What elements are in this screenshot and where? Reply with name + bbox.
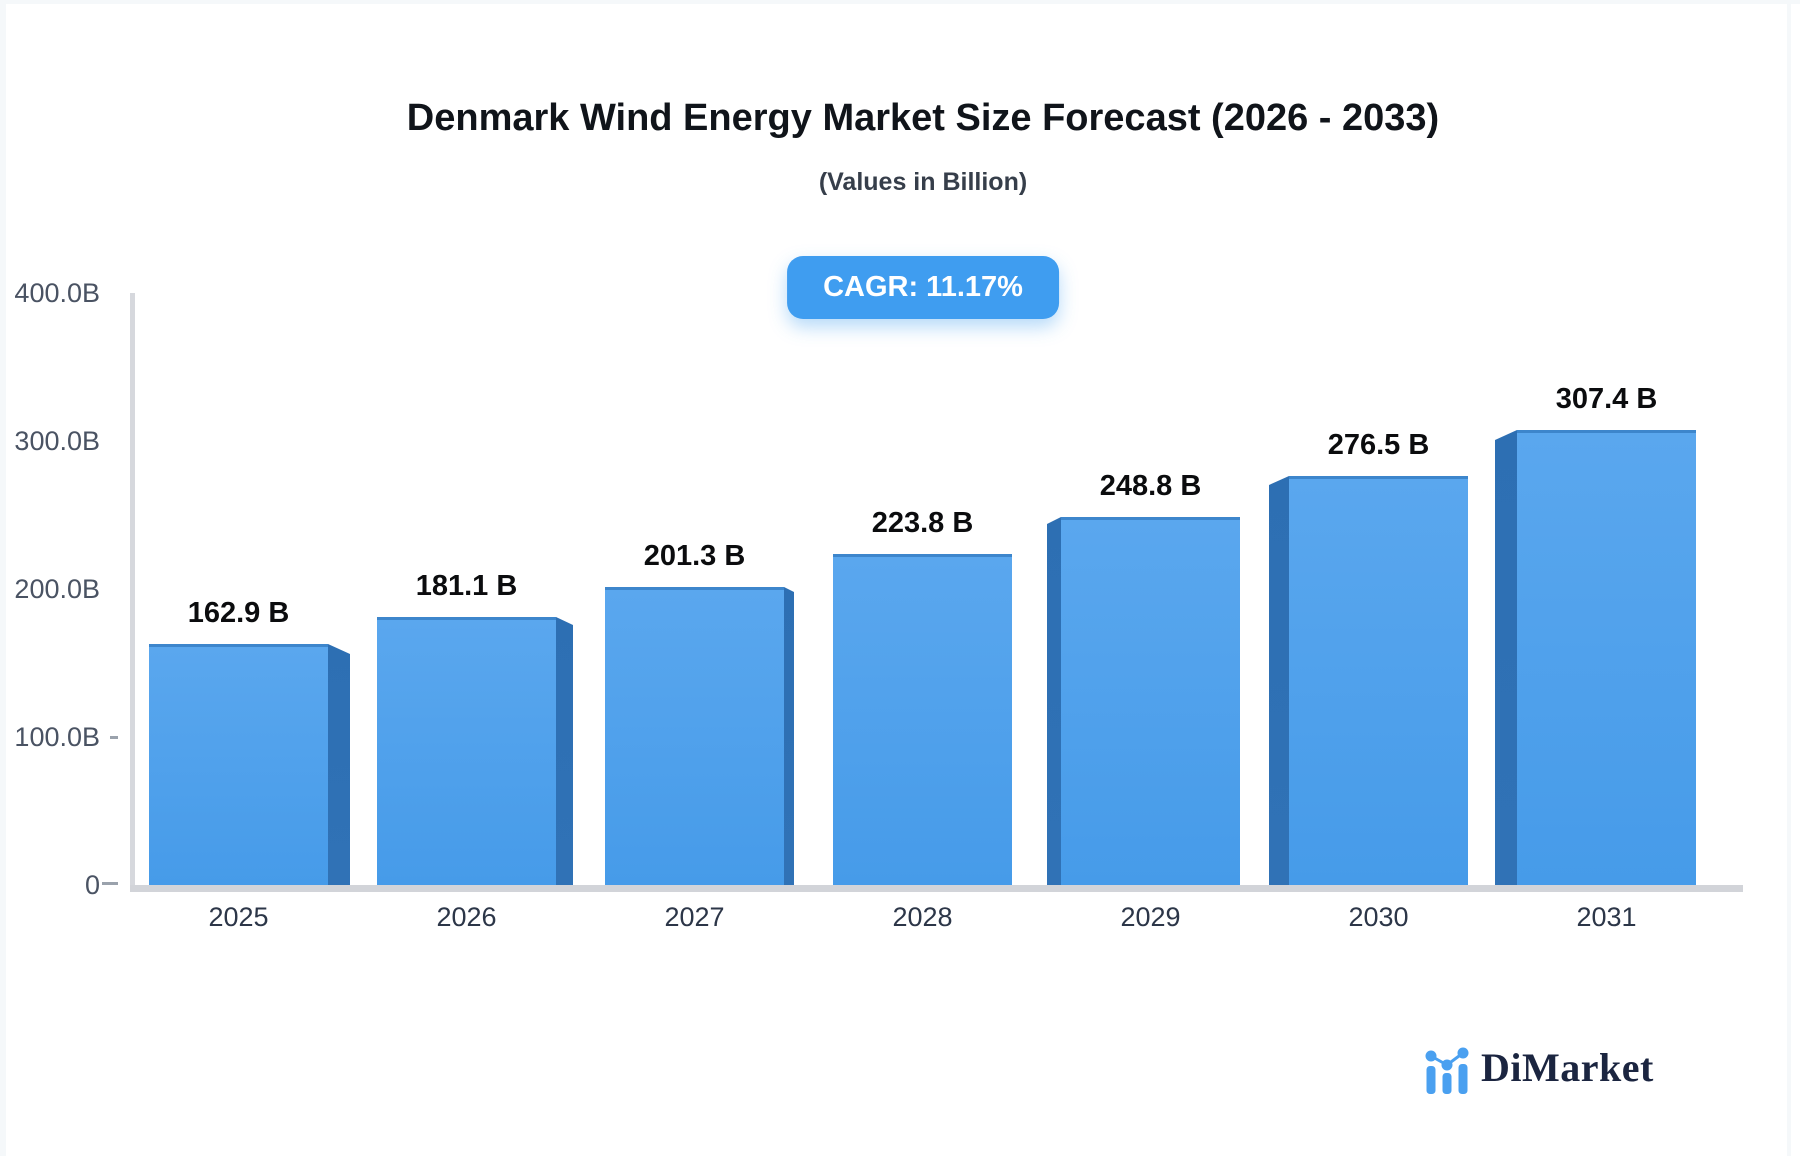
bar-front-face (149, 644, 328, 885)
bar-side-face (1047, 517, 1061, 885)
bar-front-face (1289, 476, 1468, 885)
bar-value-label: 201.3 B (643, 540, 746, 572)
tick-mark-0 (102, 882, 118, 885)
cagr-badge: CAGR: 11.17% (787, 256, 1059, 319)
bar-value-label: 162.9 B (187, 597, 290, 629)
dimarket-logo-text: DiMarket (1481, 1045, 1654, 1090)
y-tick-100: 100.0B (14, 722, 100, 752)
y-tick-300: 300.0B (14, 426, 100, 456)
bar-value-label: 307.4 B (1555, 383, 1658, 415)
bar-side-face (1269, 476, 1289, 885)
y-tick-0: 0 (84, 870, 100, 900)
x-axis-label-2028: 2028 (892, 902, 953, 932)
tick-mark-100 (110, 736, 118, 739)
bar-front-face (377, 617, 556, 885)
x-axis-label-2031: 2031 (1576, 902, 1637, 932)
bar-side-face (1495, 430, 1517, 885)
bar-2029[interactable]: 248.8 B (1047, 470, 1240, 885)
bar-value-label: 181.1 B (415, 570, 518, 602)
bar-2030[interactable]: 276.5 B (1269, 429, 1468, 885)
bar-side-face (328, 644, 350, 885)
bar-2031[interactable]: 307.4 B (1495, 383, 1696, 885)
bar-front-face (833, 554, 1012, 885)
bar-2026[interactable]: 181.1 B (377, 570, 573, 885)
bar-value-label: 223.8 B (871, 507, 974, 539)
page-edge-left (0, 0, 6, 1156)
bar-value-label: 276.5 B (1327, 429, 1430, 461)
x-axis-label-2027: 2027 (664, 902, 725, 932)
bar-side-face (556, 617, 573, 885)
bar-front-face (1517, 430, 1696, 885)
y-axis-line (130, 293, 135, 892)
bar-2027[interactable]: 201.3 B (605, 540, 794, 885)
chart-title: Denmark Wind Energy Market Size Forecast… (406, 97, 1440, 139)
page-edge-top (0, 0, 1800, 4)
bar-2028[interactable]: 223.8 B (833, 507, 1012, 885)
dimarket-logo: DiMarket (1423, 1042, 1654, 1094)
bar-2025[interactable]: 162.9 B (149, 597, 350, 885)
y-tick-400: 400.0B (14, 278, 100, 308)
bar-side-face (784, 587, 794, 885)
y-tick-200: 200.0B (14, 574, 100, 604)
chart-subtitle: (Values in Billion) (818, 168, 1028, 196)
page-edge-right (1787, 0, 1791, 1156)
x-axis-label-2025: 2025 (208, 902, 269, 932)
x-axis-label-2026: 2026 (436, 902, 497, 932)
bar-front-face (605, 587, 784, 885)
x-axis-label-2029: 2029 (1120, 902, 1181, 932)
mini-bar-chart-icon (1425, 1047, 1469, 1094)
bar-value-label: 248.8 B (1099, 470, 1202, 502)
bar-front-face (1061, 517, 1240, 885)
x-axis-label-2030: 2030 (1348, 902, 1409, 932)
x-axis-line (130, 885, 1743, 892)
